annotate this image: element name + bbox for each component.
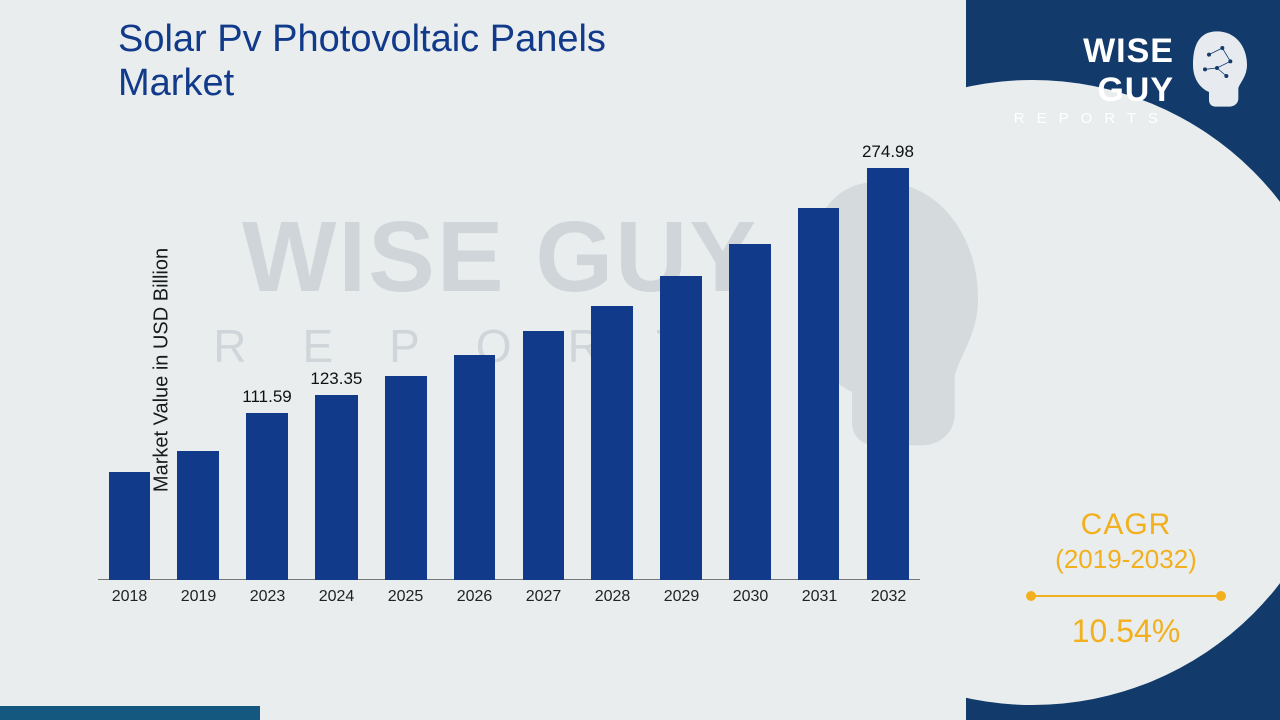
bar-column: 123.35 xyxy=(310,369,362,580)
bar-column xyxy=(380,350,431,580)
x-tick-label: 2032 xyxy=(863,588,914,610)
chart-title: Solar Pv Photovoltaic Panels Market xyxy=(118,18,818,105)
cagr-range: (2019-2032) xyxy=(1006,544,1246,575)
bar-column xyxy=(656,250,707,581)
bar-column: 111.59 xyxy=(242,387,293,580)
x-tick-label: 2029 xyxy=(656,588,707,610)
x-tick-label: 2023 xyxy=(242,588,293,610)
cagr-label: CAGR xyxy=(1006,508,1246,542)
bar xyxy=(591,306,633,581)
bar-chart: Market Value in USD Billion 111.59123.35… xyxy=(50,130,920,610)
bar-value-label: 111.59 xyxy=(242,387,291,407)
bar-column xyxy=(104,446,155,580)
bar xyxy=(729,244,771,580)
bar-value-label: 123.35 xyxy=(310,369,362,389)
brand-line1: WISE GUY xyxy=(1014,32,1174,110)
x-tick-label: 2028 xyxy=(587,588,638,610)
cagr-separator xyxy=(1031,595,1221,597)
x-tick-label: 2025 xyxy=(380,588,431,610)
infographic-canvas: WISE GUY REPORTS Solar Pv Photovoltaic P… xyxy=(0,0,1280,720)
bar xyxy=(454,355,496,580)
bottom-accent-bar xyxy=(0,706,260,720)
bar-value-label: 274.98 xyxy=(862,142,914,162)
bar xyxy=(109,472,151,580)
bar xyxy=(523,331,565,580)
bar-column xyxy=(449,329,500,580)
cagr-block: CAGR (2019-2032) 10.54% xyxy=(1006,508,1246,650)
x-tick-label: 2018 xyxy=(104,588,155,610)
bar xyxy=(385,376,427,580)
bar-column xyxy=(518,305,569,580)
bar xyxy=(177,451,219,580)
bar xyxy=(315,395,358,580)
bar xyxy=(660,276,702,581)
bar xyxy=(246,413,288,580)
x-tick-label: 2031 xyxy=(794,588,845,610)
x-tick-label: 2024 xyxy=(311,588,362,610)
x-tick-label: 2030 xyxy=(725,588,776,610)
bar-column xyxy=(724,218,775,580)
bar-column xyxy=(173,425,224,580)
x-axis-ticks: 2018 2019 2023 2024 2025 2026 2027 2028 2029 2030… xyxy=(98,582,920,610)
bar-column xyxy=(793,182,844,580)
x-tick-label: 2019 xyxy=(173,588,224,610)
bar xyxy=(798,208,840,580)
cagr-value: 10.54% xyxy=(1006,613,1246,650)
brand-line2: REPORTS xyxy=(1014,110,1174,127)
x-tick-label: 2027 xyxy=(518,588,569,610)
brand-head-icon xyxy=(1182,28,1252,108)
bar-column xyxy=(587,280,638,581)
title-line1: Solar Pv Photovoltaic Panels xyxy=(118,18,606,60)
x-tick-label: 2026 xyxy=(449,588,500,610)
chart-plot-area: 111.59 123.35 274.98 xyxy=(98,130,920,580)
title-line2: Market xyxy=(118,62,234,104)
bar-column: 274.98 xyxy=(862,142,914,580)
bar xyxy=(867,168,910,580)
